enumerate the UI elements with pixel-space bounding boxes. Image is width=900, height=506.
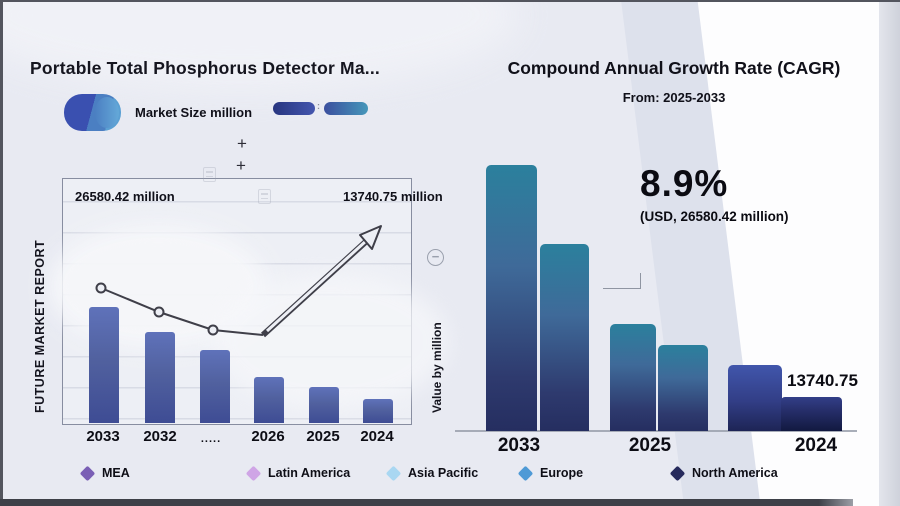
market-size-chart xyxy=(48,178,448,425)
gradient-pill-icon xyxy=(273,102,315,115)
cagr-subtitle: From: 2025-2033 xyxy=(622,90,726,105)
cylinder-icon xyxy=(64,94,121,131)
step-line xyxy=(603,288,641,290)
minus-circle-icon[interactable]: − xyxy=(427,249,444,266)
diamond-icon xyxy=(245,465,262,481)
x-tick-2026: 2026 xyxy=(251,428,285,445)
x-tick-2024: 2024 xyxy=(360,428,394,445)
legend-label: Latin America xyxy=(268,466,351,480)
cagr-axis-line xyxy=(455,430,857,432)
bar-mid-years xyxy=(200,350,230,423)
cagr-bar-2033-a xyxy=(486,165,537,431)
x-tick-ellipsis: ..... xyxy=(200,433,222,445)
legend-label: North America xyxy=(692,466,778,480)
bar-2026 xyxy=(254,377,284,423)
market-size-legend-label: Market Size million xyxy=(135,105,253,120)
x-tick-2032: 2032 xyxy=(143,428,177,445)
x-tick-2025: 2025 xyxy=(306,428,340,445)
ghost-document-icon xyxy=(258,189,271,204)
diamond-icon xyxy=(669,465,686,481)
diamond-icon xyxy=(79,465,96,481)
cagr-title: Compound Annual Growth Rate (CAGR) xyxy=(507,58,841,78)
frame-border-left xyxy=(0,0,3,506)
legend-label: MEA xyxy=(102,466,130,480)
market-size-legend: Market Size million xyxy=(64,94,252,131)
end-value-label: 13740.75 million xyxy=(343,189,443,204)
cagr-bar-2025-a xyxy=(610,324,656,431)
cagr-bar-2024-a xyxy=(728,365,782,431)
bar-2033 xyxy=(89,307,119,423)
pill-separator: : xyxy=(317,101,320,111)
page-edge-strip xyxy=(879,0,900,506)
frame-border-top xyxy=(0,0,900,2)
cagr-bar-2033-b xyxy=(540,244,589,431)
legend-item-north-america: North America xyxy=(669,465,778,481)
legend-label: Europe xyxy=(540,466,584,480)
legend-item-latin-america: Latin America xyxy=(245,465,351,481)
ghost-document-icon xyxy=(203,167,216,182)
cagr-2024-value-label: 13740.75 xyxy=(787,371,858,390)
legend-label: Asia Pacific xyxy=(408,466,479,480)
legend-item-mea: MEA xyxy=(79,465,130,481)
cagr-bar-2025-b xyxy=(658,345,708,431)
bar-2025 xyxy=(309,387,339,423)
frame-border-bottom xyxy=(0,499,853,506)
plus-icon[interactable]: + xyxy=(236,156,246,175)
diamond-icon xyxy=(385,465,402,481)
future-market-report-watermark: FUTURE MARKET REPORT xyxy=(33,239,47,413)
diamond-icon xyxy=(517,465,534,481)
x-tick-2033: 2033 xyxy=(86,428,120,445)
cagr-tick-2024: 2024 xyxy=(794,435,838,456)
legend-item-europe: Europe xyxy=(517,465,584,481)
cagr-bar-2024-b xyxy=(781,397,842,431)
y-axis-label: Value by million xyxy=(430,322,444,413)
plus-icon[interactable]: + xyxy=(237,134,247,153)
gradient-pill-icon xyxy=(324,102,368,115)
bar-2032 xyxy=(145,332,175,423)
start-value-label: 26580.42 million xyxy=(75,189,175,204)
cagr-tick-2033: 2033 xyxy=(497,435,541,456)
bar-2024 xyxy=(363,399,393,423)
cagr-tick-2025: 2025 xyxy=(628,435,672,456)
step-line xyxy=(640,273,642,289)
legend-item-asia-pacific: Asia Pacific xyxy=(385,465,479,481)
cagr-note: (USD, 26580.42 million) xyxy=(640,209,789,224)
left-chart-title: Portable Total Phosphorus Detector Ma... xyxy=(30,58,380,78)
cagr-value: 8.9% xyxy=(640,163,729,204)
